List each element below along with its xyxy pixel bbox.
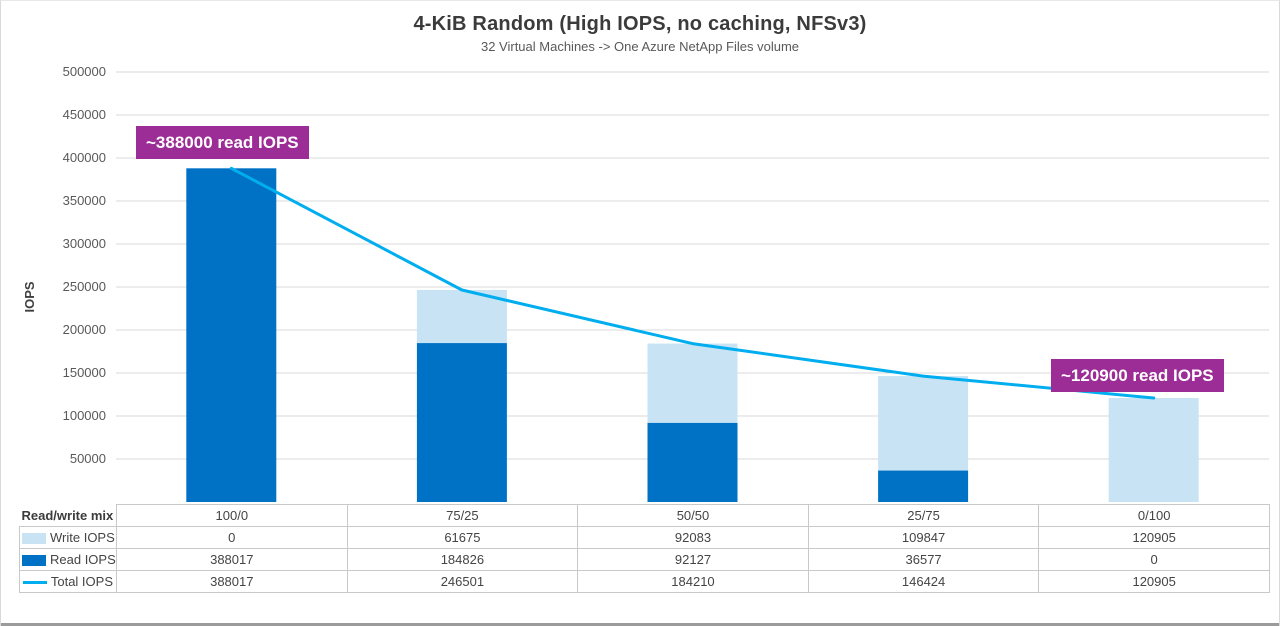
table-series-label: Total IOPS — [19, 570, 117, 593]
bar-segment-write-iops — [1108, 398, 1199, 502]
series-name: Write IOPS — [50, 530, 115, 546]
series-name: Total IOPS — [50, 574, 113, 590]
chart-bottom-border — [1, 623, 1279, 626]
legend-key-swatch-write-iops — [22, 532, 46, 544]
table-cell: 388017 — [116, 548, 348, 571]
y-tick-label: 250000 — [62, 279, 106, 294]
table-cell: 100/0 — [116, 504, 348, 527]
bar-segment-write-iops — [416, 290, 507, 344]
table-series-label: Read IOPS — [19, 548, 117, 571]
legend-key-line-total-iops — [22, 580, 47, 584]
table-header-label: Read/write mix — [19, 504, 117, 527]
table-cell: 25/75 — [807, 504, 1040, 527]
y-axis-title: IOPS — [21, 281, 37, 313]
y-tick-label: 500000 — [62, 64, 106, 79]
y-tick-label: 100000 — [62, 408, 106, 423]
y-tick-label: 400000 — [62, 150, 106, 165]
annotation-callout: ~388000 read IOPS — [136, 126, 309, 159]
table-cell: 92127 — [577, 548, 809, 571]
table-cell: 0 — [1038, 548, 1270, 571]
series-name: Read IOPS — [50, 552, 116, 568]
table-cell: 120905 — [1038, 570, 1270, 593]
table-cell: 50/50 — [577, 504, 809, 527]
table-cell: 61675 — [346, 526, 579, 549]
line-total-iops — [229, 166, 1156, 400]
table-series-label: Write IOPS — [19, 526, 117, 549]
table-cell: 246501 — [346, 570, 579, 593]
chart-title: 4-KiB Random (High IOPS, no caching, NFS… — [413, 13, 867, 35]
table-row: Write IOPS 0 61675 92083 109847 120905 — [19, 526, 1270, 549]
table-row: Total IOPS 388017 246501 184210 146424 120905 — [19, 570, 1270, 593]
bar-segment-read-iops — [878, 470, 969, 502]
table-cell: 0 — [116, 526, 348, 549]
bar-segment-write-iops — [647, 343, 738, 423]
y-tick-label: 200000 — [62, 322, 106, 337]
data-table: Read/write mix 100/0 75/25 50/50 25/75 0/100 W… — [19, 504, 1270, 593]
table-cell: 0/100 — [1038, 504, 1270, 527]
y-tick-label: 450000 — [62, 107, 106, 122]
table-cell: 75/25 — [346, 504, 579, 527]
table-cell: 109847 — [807, 526, 1040, 549]
table-cell: 120905 — [1038, 526, 1270, 549]
y-tick-label: 50000 — [69, 451, 106, 466]
table-cell: 92083 — [577, 526, 809, 549]
chart-subtitle: 32 Virtual Machines -> One Azure NetApp … — [480, 39, 800, 54]
table-row: Read IOPS 388017 184826 92127 36577 0 — [19, 548, 1270, 571]
y-tick-label: 150000 — [62, 365, 106, 380]
y-tick-label: 300000 — [62, 236, 106, 251]
table-cell: 36577 — [807, 548, 1040, 571]
bar-segment-read-iops — [186, 168, 277, 503]
table-cell: 388017 — [116, 570, 348, 593]
annotation-callout: ~120900 read IOPS — [1051, 359, 1224, 392]
table-row: Read/write mix 100/0 75/25 50/50 25/75 0/100 — [19, 504, 1270, 527]
categories-label: Read/write mix — [21, 508, 114, 524]
bar-segment-read-iops — [647, 422, 738, 502]
table-cell: 184826 — [346, 548, 579, 571]
bar-segment-write-iops — [878, 376, 969, 471]
table-cell: 146424 — [807, 570, 1040, 593]
y-tick-label: 350000 — [62, 193, 106, 208]
bar-segment-read-iops — [416, 343, 507, 502]
table-cell: 184210 — [577, 570, 809, 593]
legend-key-swatch-read-iops — [22, 554, 46, 566]
